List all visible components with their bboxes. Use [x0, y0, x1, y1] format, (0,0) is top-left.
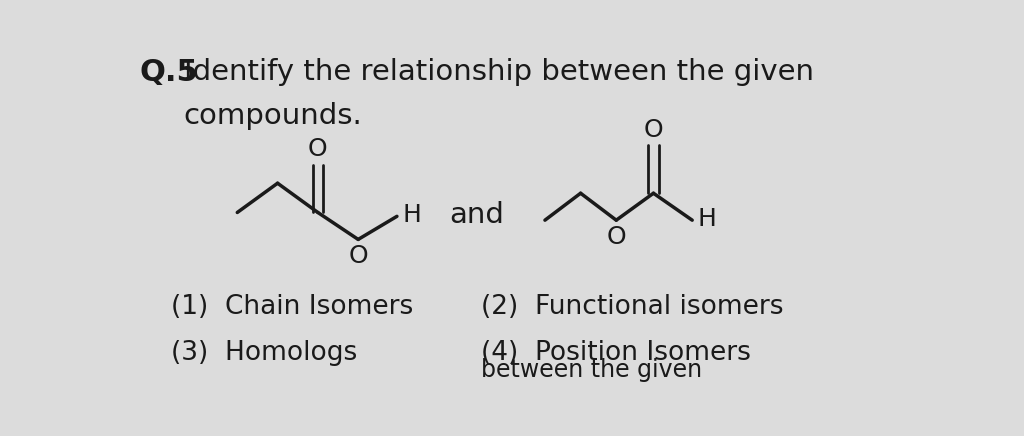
Text: O: O — [348, 244, 368, 268]
Text: O: O — [606, 225, 626, 249]
Text: Identify the relationship between the given: Identify the relationship between the gi… — [183, 58, 814, 86]
Text: and: and — [450, 201, 505, 229]
Text: compounds.: compounds. — [183, 102, 362, 129]
Text: (2)  Functional isomers: (2) Functional isomers — [480, 294, 783, 320]
Text: O: O — [644, 118, 664, 142]
Text: O: O — [308, 137, 328, 161]
Text: between the given: between the given — [480, 358, 701, 382]
Text: H: H — [402, 203, 421, 227]
Text: (4)  Position Isomers: (4) Position Isomers — [480, 341, 751, 366]
Text: (1)  Chain Isomers: (1) Chain Isomers — [171, 294, 413, 320]
Text: Q.5: Q.5 — [139, 58, 199, 88]
Text: H: H — [697, 207, 717, 231]
Text: (3)  Homologs: (3) Homologs — [171, 341, 357, 366]
